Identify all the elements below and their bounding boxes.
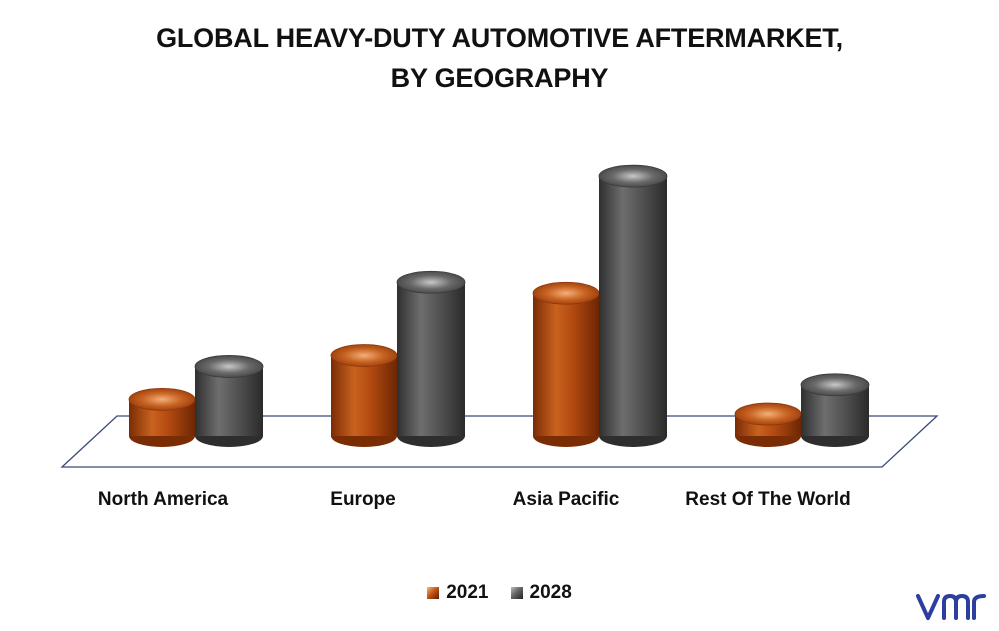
chart-title-line-1: GLOBAL HEAVY-DUTY AUTOMOTIVE AFTERMARKET… (156, 23, 843, 53)
legend-swatch-2028 (510, 587, 523, 599)
legend-item-2028: 2028 (510, 582, 572, 604)
legend-item-2021: 2021 (427, 582, 489, 604)
chart-title-line-2: BY GEOGRAPHY (390, 63, 609, 93)
bar-2021-asia-pacific (532, 281, 600, 447)
legend-label-2021: 2021 (446, 582, 489, 603)
bar-2028-europe (396, 270, 466, 447)
bar-2021-north-america (128, 387, 196, 447)
chart-title: GLOBAL HEAVY-DUTY AUTOMOTIVE AFTERMARKET… (0, 18, 999, 98)
bar-2028-rest-of-the-world (800, 373, 870, 447)
x-tick-label: Rest Of The World (685, 489, 850, 510)
x-tick-label: Europe (330, 489, 395, 510)
chart-floor (60, 415, 939, 468)
vmr-logo (916, 594, 986, 620)
bar-2028-asia-pacific (598, 164, 668, 447)
bar-2021-europe (330, 344, 398, 447)
x-tick-label: Asia Pacific (513, 489, 620, 510)
legend-swatch-2021 (427, 587, 440, 599)
legend-label-2028: 2028 (529, 582, 572, 603)
bar-2028-north-america (194, 355, 264, 447)
bar-2021-rest-of-the-world (734, 402, 802, 447)
legend: 2021 2028 (0, 582, 999, 604)
x-tick-label: North America (98, 489, 229, 510)
